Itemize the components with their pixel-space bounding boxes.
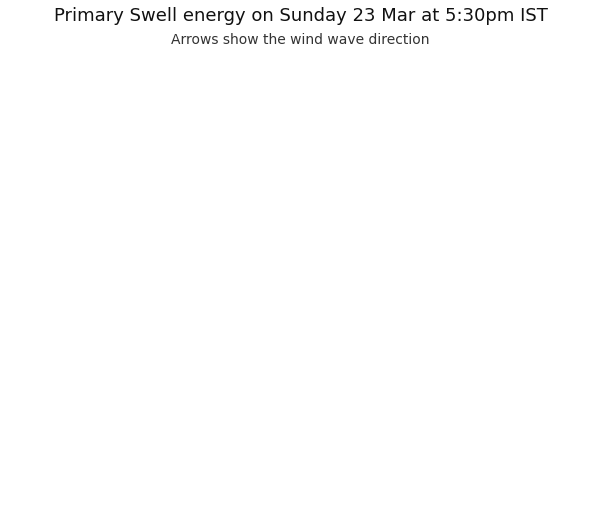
Text: Primary Swell energy on Sunday 23 Mar at 5:30pm IST: Primary Swell energy on Sunday 23 Mar at… xyxy=(53,8,548,26)
Text: Arrows show the wind wave direction: Arrows show the wind wave direction xyxy=(171,33,430,47)
